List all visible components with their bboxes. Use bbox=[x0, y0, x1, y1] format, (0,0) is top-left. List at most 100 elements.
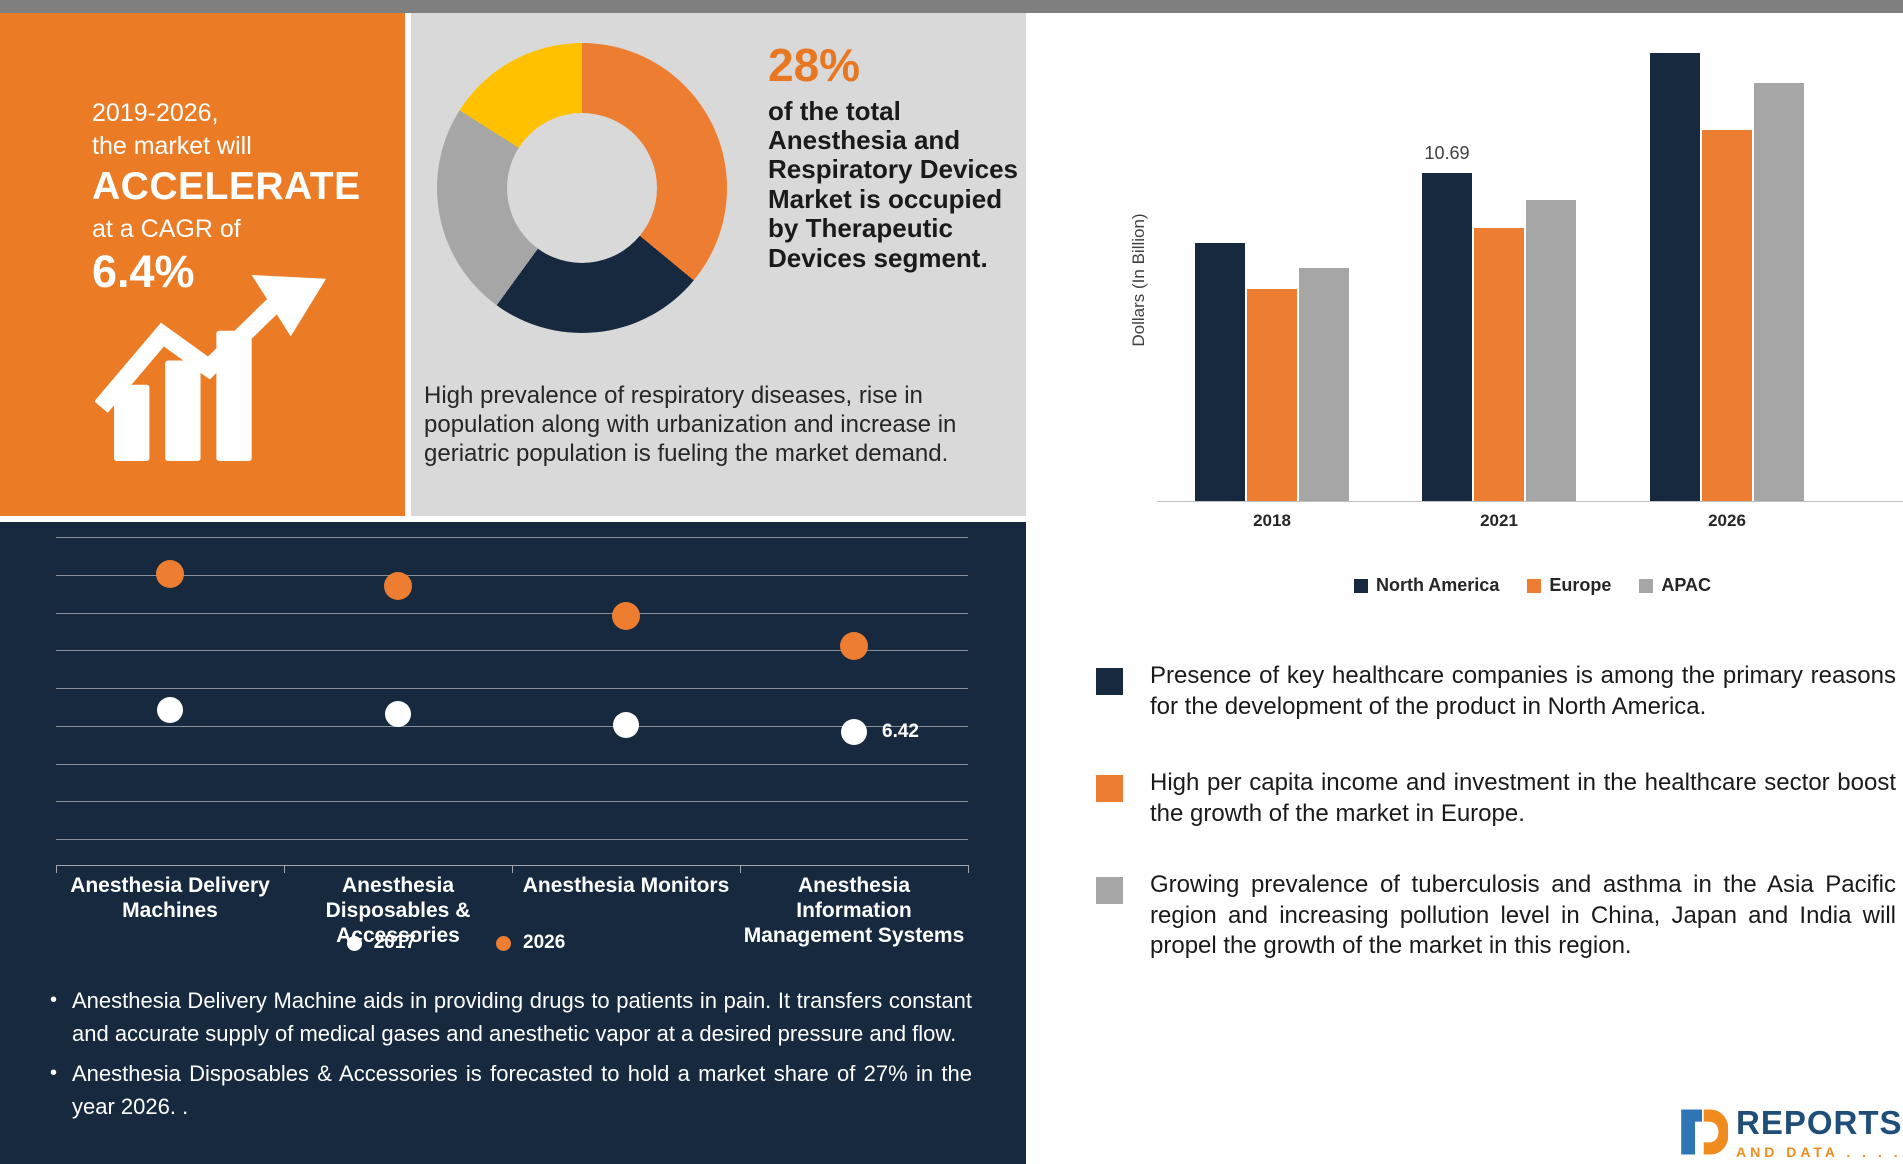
period-text: 2019-2026, bbox=[92, 99, 219, 127]
stat-caption: of the total Anesthesia and Respiratory … bbox=[768, 95, 1019, 273]
product-dot-plot-chart: Anesthesia Delivery Machines Anesthesia D… bbox=[0, 522, 1026, 954]
bar-chart-legend: North America Europe APAC bbox=[1160, 575, 1903, 596]
data-point-2017 bbox=[385, 700, 411, 727]
bar-apac-2026 bbox=[1754, 83, 1804, 501]
bullet-text: High per capita income and investment in… bbox=[1150, 769, 1896, 827]
product-bullet-list: • Anesthesia Delivery Machine aids in pr… bbox=[50, 984, 972, 1123]
data-point-2017 bbox=[613, 712, 639, 739]
bullet-text: Anesthesia Disposables & Accessories is … bbox=[72, 1061, 972, 1119]
legend-swatch bbox=[1353, 578, 1368, 593]
bar-north-america-2021 bbox=[1422, 172, 1472, 501]
legend-item-europe: Europe bbox=[1527, 575, 1611, 596]
apac-swatch bbox=[1096, 877, 1123, 904]
list-item: • Anesthesia Delivery Machine aids in pr… bbox=[50, 984, 972, 1050]
region-bullet-europe: High per capita income and investment in… bbox=[1096, 768, 1896, 829]
legend-item-apac: APAC bbox=[1639, 575, 1711, 596]
bar-europe-2026 bbox=[1702, 129, 1752, 501]
legend-dot bbox=[346, 935, 362, 951]
y-axis-title: Dollars (In Billion) bbox=[1129, 213, 1148, 347]
list-item: • Anesthesia Disposables & Accessories i… bbox=[50, 1057, 972, 1123]
data-point-2026 bbox=[840, 631, 868, 660]
category-label: Anesthesia Disposables & Accessories bbox=[325, 874, 471, 947]
axis-tick bbox=[968, 865, 969, 873]
logo-icon bbox=[1681, 1109, 1728, 1155]
cagr-text-block: 2019-2026, the market will ACCELERATE at… bbox=[92, 97, 361, 297]
logo-tagline: AND DATA . . . . bbox=[1736, 1143, 1902, 1160]
regional-bar-chart: 2018 2021 2026 10.69 bbox=[1157, 40, 1903, 680]
bar-europe-2018 bbox=[1247, 289, 1297, 501]
axis-tick bbox=[56, 865, 57, 873]
north-america-swatch bbox=[1096, 668, 1123, 695]
data-point-2017 bbox=[841, 719, 867, 745]
grid-line bbox=[56, 688, 968, 689]
bar-north-america-2018 bbox=[1195, 243, 1245, 501]
legend-dot bbox=[496, 935, 511, 951]
category-label: Anesthesia Monitors bbox=[522, 874, 730, 897]
grid-line bbox=[56, 725, 968, 727]
cagr-value: 6.4% bbox=[92, 246, 195, 297]
x-axis-line bbox=[1157, 501, 1903, 502]
category-label: Anesthesia Information Management System… bbox=[743, 874, 965, 947]
cagr-panel: 2019-2026, the market will ACCELERATE at… bbox=[0, 13, 405, 516]
data-point-2026 bbox=[156, 560, 184, 589]
category-label: 2018 bbox=[1253, 511, 1291, 530]
axis-tick bbox=[284, 865, 285, 873]
logo-name: REPORTS bbox=[1736, 1104, 1903, 1141]
europe-swatch bbox=[1096, 775, 1123, 802]
bullet-text: Anesthesia Delivery Machine aids in prov… bbox=[72, 988, 972, 1046]
legend-item-north-america: North America bbox=[1353, 575, 1500, 596]
legend-item-2026: 2026 bbox=[496, 932, 565, 954]
legend-item-2017: 2017 bbox=[346, 932, 416, 954]
category-label: 2026 bbox=[1708, 511, 1746, 530]
growth-arrow-icon bbox=[95, 275, 327, 461]
chart-legend: 2017 2026 bbox=[0, 932, 912, 954]
data-point-2026 bbox=[384, 571, 412, 600]
subtitle-text: the market will bbox=[92, 132, 252, 160]
region-bullet-north-america: Presence of key healthcare companies is … bbox=[1096, 661, 1896, 722]
axis-tick bbox=[740, 865, 741, 873]
category-label: 2021 bbox=[1480, 511, 1518, 530]
legend-swatch bbox=[1527, 578, 1542, 593]
legend-swatch bbox=[1639, 578, 1654, 593]
market-driver-text: High prevalence of respiratory diseases,… bbox=[424, 382, 957, 467]
legend-label: North America bbox=[1375, 575, 1500, 595]
legend-label: 2017 bbox=[373, 932, 416, 953]
data-point-2017 bbox=[157, 697, 183, 724]
segment-panel: 28% of the total Anesthesia and Respirat… bbox=[411, 13, 1026, 516]
region-bullet-apac: Growing prevalence of tuberculosis and a… bbox=[1096, 870, 1896, 962]
data-point-2026 bbox=[612, 601, 640, 630]
stat-percentage: 28% bbox=[768, 39, 861, 91]
data-label: 6.42 bbox=[882, 721, 919, 742]
reports-and-data-logo: REPORTS AND DATA . . . . bbox=[1676, 1104, 1903, 1160]
logo-text: REPORTS AND DATA . . . . bbox=[1736, 1104, 1903, 1160]
grid-line bbox=[56, 574, 968, 576]
segment-donut-chart bbox=[437, 43, 727, 333]
legend-label: APAC bbox=[1661, 575, 1712, 595]
donut-hole bbox=[507, 113, 657, 263]
bar-north-america-2026 bbox=[1650, 52, 1700, 501]
legend-label: Europe bbox=[1549, 575, 1612, 595]
grid-line bbox=[56, 801, 968, 803]
bar-europe-2021 bbox=[1474, 227, 1524, 501]
legend-label: 2026 bbox=[523, 932, 566, 953]
category-label: Anesthesia Delivery Machines bbox=[70, 874, 270, 922]
axis-tick bbox=[512, 865, 513, 873]
accelerate-headline: ACCELERATE bbox=[92, 165, 361, 208]
bullet-text: Presence of key healthcare companies is … bbox=[1150, 662, 1896, 720]
stat-block: 28% of the total Anesthesia and Respirat… bbox=[768, 39, 1020, 273]
bar-apac-2021 bbox=[1526, 200, 1576, 501]
data-label: 10.69 bbox=[1424, 142, 1470, 163]
bullet-text: Growing prevalence of tuberculosis and a… bbox=[1150, 871, 1896, 960]
grid-line bbox=[56, 537, 968, 538]
top-border-strip bbox=[0, 0, 1903, 13]
bar-apac-2018 bbox=[1299, 267, 1349, 501]
grid-line bbox=[56, 612, 968, 614]
bullet-marker: • bbox=[50, 989, 58, 1011]
bullet-marker: • bbox=[50, 1062, 58, 1084]
cagr-label: at a CAGR of bbox=[92, 215, 241, 243]
product-panel: Anesthesia Delivery Machines Anesthesia D… bbox=[0, 522, 1026, 1164]
grid-line bbox=[56, 763, 968, 765]
grid-line bbox=[56, 839, 968, 840]
grid-line bbox=[56, 650, 968, 652]
